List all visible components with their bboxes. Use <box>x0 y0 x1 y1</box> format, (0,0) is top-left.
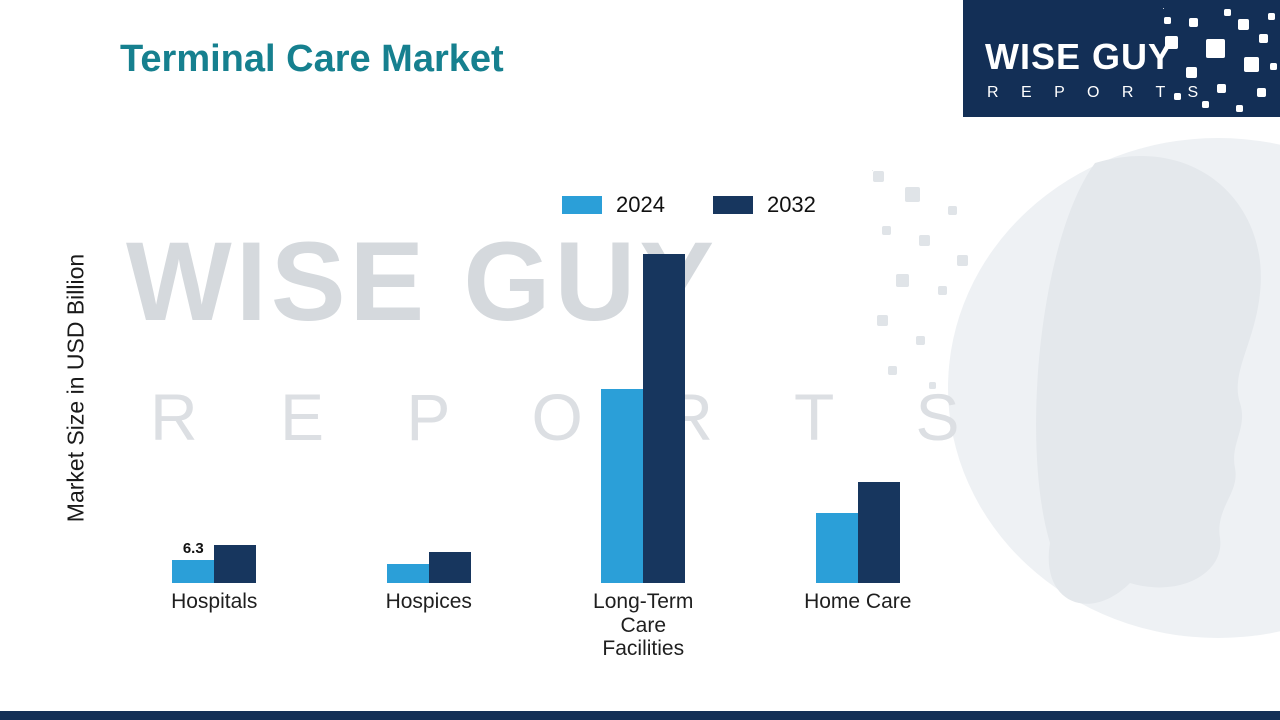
bar-2032-hospitals <box>214 545 257 583</box>
footer-bar <box>0 711 1280 720</box>
category-label-home-care: Home Care <box>804 590 912 613</box>
bar-2024-hospices <box>386 564 429 583</box>
bar-2024-home-care <box>815 513 858 583</box>
bar-2032-long-term-care-facilities <box>643 254 686 583</box>
watermark-line2: R E P O R T S <box>150 380 992 454</box>
legend-swatch-2032 <box>712 196 753 214</box>
logo-wordmark: WISE GUY <box>985 36 1174 77</box>
bar-group-hospices <box>322 217 537 583</box>
category-label-hospitals: Hospitals <box>171 590 258 613</box>
legend-swatch-2024 <box>562 196 602 214</box>
bar-2032-home-care <box>857 482 900 583</box>
category-label-long-term-care-facilities: Long-Term Care Facilities <box>593 590 694 661</box>
bar-wrap <box>601 389 644 583</box>
decorative-dots-gray <box>872 170 873 171</box>
chart-title: Terminal Care Market <box>120 38 504 80</box>
bar-group-home-care <box>751 217 966 583</box>
head-profile-graphic <box>1036 155 1261 604</box>
bar-wrap <box>386 564 429 583</box>
bar-wrap <box>214 545 257 583</box>
bar-wrap <box>815 513 858 583</box>
legend-label-2032: 2032 <box>766 192 816 217</box>
logo: WISE GUY R E P O R T S <box>963 0 1280 117</box>
y-axis-label: Market Size in USD Billion <box>62 253 89 523</box>
bar-wrap <box>857 482 900 583</box>
bar-2032-hospices <box>428 552 471 583</box>
bar-group-hospitals: 6.3 <box>107 217 322 583</box>
logo-dots-head-icon <box>1163 8 1164 9</box>
bar-2024-long-term-care-facilities <box>601 389 644 583</box>
legend: 2024 2032 <box>562 192 816 218</box>
bar-group-long-term-care-facilities <box>536 217 751 583</box>
bar-2024-hospitals <box>172 560 215 583</box>
category-label-hospices: Hospices <box>385 590 472 613</box>
category-labels: Hospitals Hospices Long-Term Care Faciliti… <box>107 590 965 661</box>
legend-item-2024: 2024 <box>562 192 665 218</box>
bar-wrap <box>428 552 471 583</box>
bar-wrap <box>643 254 686 583</box>
plot-area: 6.3 <box>107 217 965 583</box>
legend-item-2032: 2032 <box>712 192 816 218</box>
bar-wrap: 6.3 <box>172 540 215 583</box>
legend-label-2024: 2024 <box>616 192 665 217</box>
logo-subtitle: R E P O R T S <box>987 84 1208 101</box>
watermark-line1: WISE GUY <box>126 219 719 344</box>
bar-value-label: 6.3 <box>182 540 204 557</box>
